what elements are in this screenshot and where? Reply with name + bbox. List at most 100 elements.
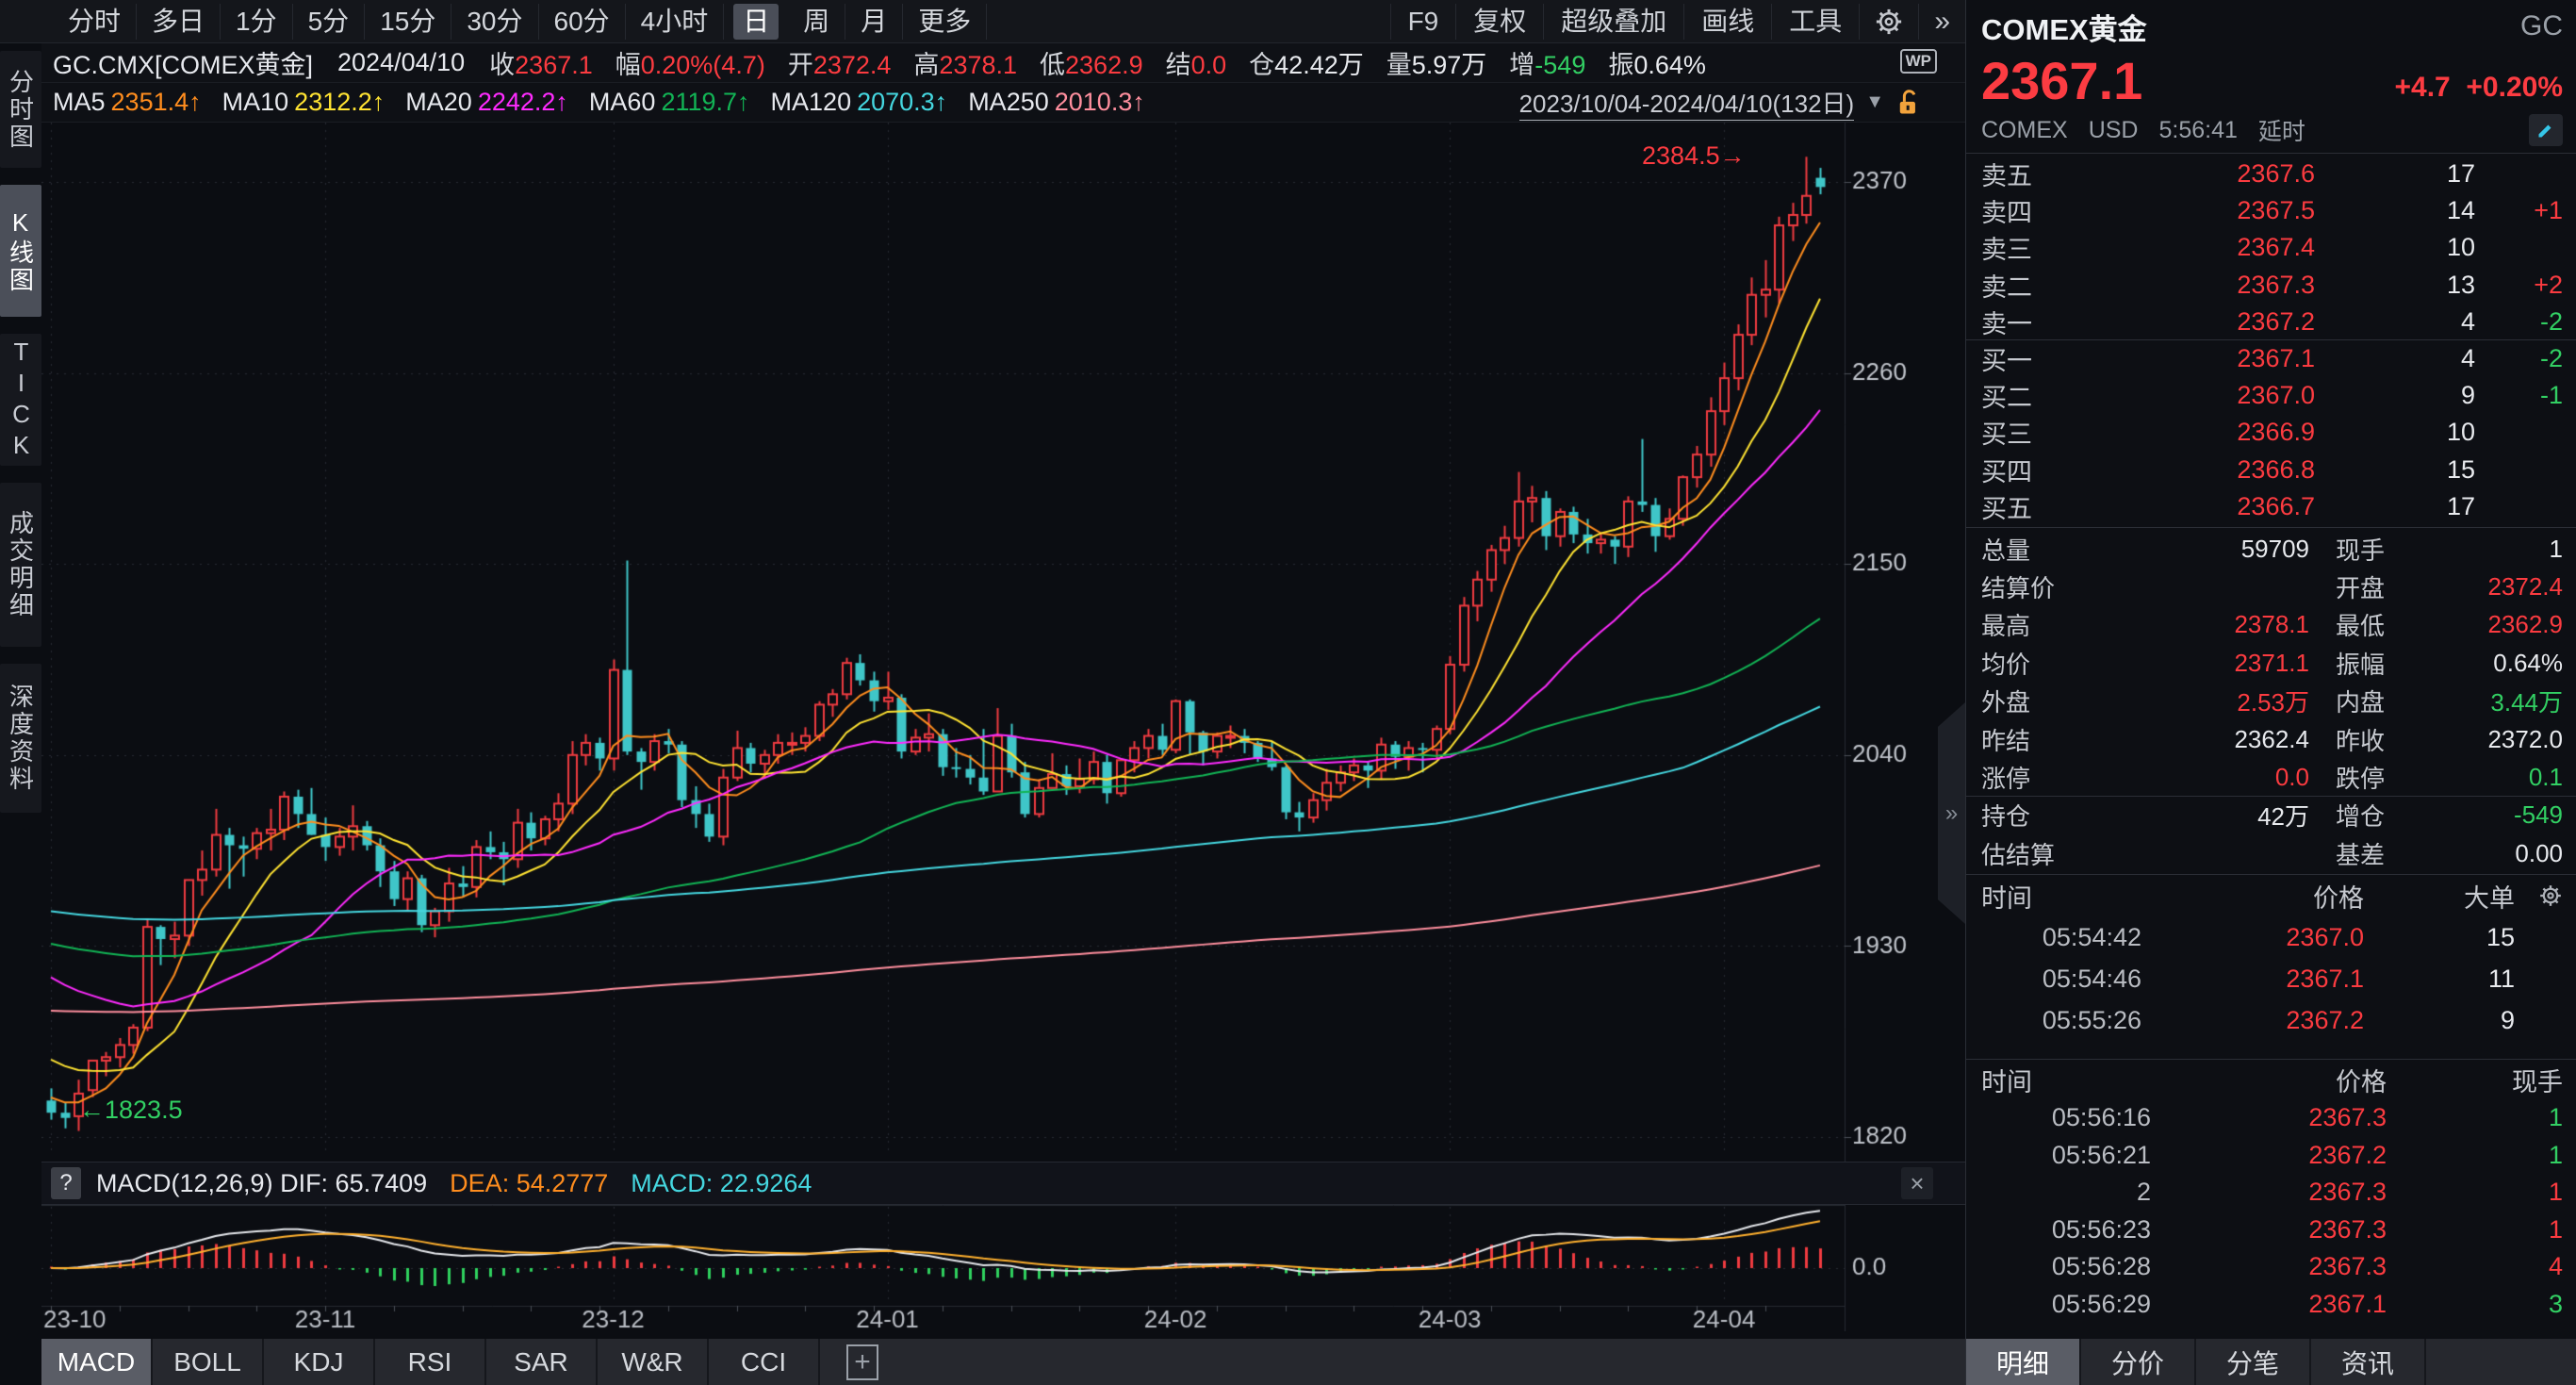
order-book-row-买三: 买三 2366.9 10 xyxy=(1981,418,2475,450)
quote-fields: 收2367.1 幅0.20%(4.7) 开2372.4 高2378.1 低2362.9 结… xyxy=(489,44,1729,81)
sidebar-tab-成交明细[interactable]: 成交明细 xyxy=(0,483,41,647)
sidebar-tab-TICK[interactable]: TICK xyxy=(0,334,41,466)
order-book-row-买五: 买五 2366.7 17 xyxy=(1981,491,2475,523)
trade-detail-row: 05:56:21 2367.2 1 xyxy=(2051,1140,2563,1169)
wp-monitor-icon[interactable]: WP xyxy=(1899,49,1937,74)
trade-detail-rows: 05:56:16 2367.3 1 05:56:21 2367.2 1 2 2367.3 1 05… xyxy=(1966,1099,2576,1323)
period-tab-分时[interactable]: 分时 xyxy=(53,3,138,40)
symbol-label: GC.CMX[COMEX黄金] xyxy=(53,51,314,79)
period-tab-4小时[interactable]: 4小时 xyxy=(626,3,725,40)
period-tab-60分[interactable]: 60分 xyxy=(539,3,626,40)
period-tab-多日[interactable]: 多日 xyxy=(137,3,222,40)
settings-gear-icon[interactable] xyxy=(1859,3,1918,40)
trade-detail-table: 时间 价格 现手 05:56:16 2367.3 1 05:56:21 2367.2 1 2… xyxy=(1966,1059,2576,1339)
trade-detail-row: 05:56:28 2367.3 4 xyxy=(2051,1252,2563,1281)
trade-detail-header: 时间 价格 现手 xyxy=(1981,1067,2563,1096)
toolbar-button-超级叠加[interactable]: 超级叠加 xyxy=(1543,3,1683,40)
period-toolbar: 分时 多日 1分 5分 15分 30分 60分 4小时日周月更多 F9 复权 超级叠加 画线 工具 » xyxy=(0,0,1965,43)
period-tab-30分[interactable]: 30分 xyxy=(451,3,539,40)
chevron-down-icon[interactable]: ▼ xyxy=(1865,91,1884,112)
sidebar-tab-深度资料[interactable]: 深度资料 xyxy=(0,664,41,813)
trade-date: 2024/04/10 xyxy=(337,48,466,76)
ma-value-MA60: MA60 2119.7↑ xyxy=(588,88,750,116)
toolbar-button-工具[interactable]: 工具 xyxy=(1771,3,1859,40)
low-price-annotation: ←1823.5 xyxy=(79,1096,183,1124)
view-sidebar: 分时图 K线图 TICK 成交明细深度资料 xyxy=(0,43,41,1385)
indicator-tab-bar: MACD BOLL KDJ RSI SAR W&R CCI + xyxy=(41,1339,1965,1385)
big-order-row: 05:54:46 2367.1 11 xyxy=(2042,964,2515,993)
date-range-group: 2023/10/04-2024/04/10(132日) ▼ xyxy=(1518,85,1922,121)
period-tab-日[interactable]: 日 xyxy=(733,3,779,40)
stat-row-结算价: 结算价 开盘 2372.4 xyxy=(1981,572,2563,603)
quote-field-低: 低2362.9 xyxy=(1040,51,1143,79)
quote-field-高: 高2378.1 xyxy=(913,51,1018,79)
panel-tab-资讯[interactable]: 资讯 xyxy=(2311,1339,2426,1385)
indicator-tab-KDJ[interactable]: KDJ xyxy=(264,1339,375,1385)
quote-time: 5:56:41 xyxy=(2158,116,2238,143)
indicator-tab-CCI[interactable]: CCI xyxy=(709,1339,820,1385)
period-tab-15分[interactable]: 15分 xyxy=(365,3,452,40)
stat-row-涨停: 涨停 0.0 跌停 0.1 xyxy=(1966,758,2576,797)
close-icon[interactable]: × xyxy=(1901,1167,1933,1199)
ma-value-MA10: MA10 2312.2↑ xyxy=(222,88,386,116)
order-book-row-卖二: 卖二 2367.3 13 +2 xyxy=(1981,270,2563,302)
period-tab-更多[interactable]: 更多 xyxy=(903,3,988,40)
ma-value-list: MA5 2351.4↑ MA10 2312.2↑ MA20 2242.2↑ MA60 2119… xyxy=(53,88,1166,117)
indicator-tab-RSI[interactable]: RSI xyxy=(375,1339,486,1385)
period-tab-月[interactable]: 月 xyxy=(845,3,904,40)
help-icon[interactable]: ? xyxy=(51,1167,81,1199)
date-range-link[interactable]: 2023/10/04-2024/04/10(132日) xyxy=(1518,85,1855,121)
order-book: 卖五 2367.6 17 卖四 2367.5 14 +1 卖三 2367.4 10 卖二 2367.3… xyxy=(1966,153,2576,527)
indicator-tab-MACD[interactable]: MACD xyxy=(41,1339,153,1385)
quote-field-仓: 仓42.42万 xyxy=(1249,51,1364,79)
panel-tab-明细[interactable]: 明细 xyxy=(1966,1339,2081,1385)
add-indicator-button[interactable]: + xyxy=(846,1344,878,1380)
panel-collapse-handle[interactable]: » xyxy=(1938,702,1965,924)
edit-pencil-icon[interactable] xyxy=(2529,114,2563,146)
macd-macd-value: MACD: 22.9264 xyxy=(631,1168,812,1197)
big-order-row: 05:54:42 2367.0 15 xyxy=(2042,922,2515,951)
toolbar-button-list: F9 复权 超级叠加 画线 工具 xyxy=(1389,3,1860,40)
sidebar-tab-K线图[interactable]: K线图 xyxy=(0,185,41,317)
ma-value-MA120: MA120 2070.3↑ xyxy=(770,88,948,116)
quote-field-量: 量5.97万 xyxy=(1386,51,1487,79)
quote-field-结: 结0.0 xyxy=(1165,51,1227,79)
unlock-icon[interactable] xyxy=(1895,89,1922,117)
trade-detail-row: 2 2367.3 1 xyxy=(2136,1178,2563,1207)
toolbar-button-F9[interactable]: F9 xyxy=(1389,3,1456,40)
order-book-row-卖一: 卖一 2367.2 4 -2 xyxy=(1966,304,2576,340)
stat-row-总量: 总量 59709 现手 1 xyxy=(1981,534,2563,565)
toolbar-button-画线[interactable]: 画线 xyxy=(1683,3,1771,40)
panel-tab-bar: 明细 分价 分笔 资讯 xyxy=(1966,1339,2576,1385)
ma-value-MA5: MA5 2351.4↑ xyxy=(53,88,202,116)
stat-row-昨结: 昨结 2362.4 昨收 2372.0 xyxy=(1981,724,2563,755)
macd-dea-value: DEA: 54.2777 xyxy=(450,1168,609,1197)
stat-row-最高: 最高 2378.1 最低 2362.9 xyxy=(1981,610,2563,641)
sidebar-tab-分时图[interactable]: 分时图 xyxy=(0,51,41,168)
indicator-tab-W&R[interactable]: W&R xyxy=(598,1339,709,1385)
order-book-row-卖三: 卖三 2367.4 10 xyxy=(1981,233,2475,265)
order-book-row-买二: 买二 2367.0 9 -1 xyxy=(1981,381,2563,413)
indicator-tab-BOLL[interactable]: BOLL xyxy=(153,1339,264,1385)
panel-tab-分笔[interactable]: 分笔 xyxy=(2196,1339,2311,1385)
period-tab-5分[interactable]: 5分 xyxy=(293,3,366,40)
ma-value-MA250: MA250 2010.3↑ xyxy=(968,88,1145,116)
stat-row-持仓: 持仓 42万 增仓 -549 xyxy=(1981,800,2563,832)
instrument-code: GC xyxy=(2520,10,2563,41)
quote-info-bar: GC.CMX[COMEX黄金] 2024/04/10 收2367.1 幅0.20%… xyxy=(41,43,1965,83)
exchange-label: COMEX xyxy=(1981,116,2068,143)
stat-row-外盘: 外盘 2.53万 内盘 3.44万 xyxy=(1981,688,2563,717)
quote-field-增: 增-549 xyxy=(1509,51,1586,79)
stat-row-估结算: 估结算 基差 0.00 xyxy=(1981,838,2563,869)
order-book-row-买一: 买一 2367.1 4 -2 xyxy=(1981,344,2563,376)
table-gear-icon[interactable] xyxy=(2515,883,2563,908)
delay-badge: 延时 xyxy=(2257,119,2305,145)
panel-tab-分价[interactable]: 分价 xyxy=(2081,1339,2196,1385)
period-tab-周[interactable]: 周 xyxy=(788,3,846,40)
candlestick-chart-canvas[interactable] xyxy=(41,123,1965,1331)
toolbar-button-复权[interactable]: 复权 xyxy=(1455,3,1543,40)
toolbar-expand-chevrons[interactable]: » xyxy=(1918,3,1965,40)
indicator-tab-SAR[interactable]: SAR xyxy=(486,1339,598,1385)
period-tab-1分[interactable]: 1分 xyxy=(221,3,293,40)
quote-panel: COMEX黄金 GC 2367.1 +4.7 +0.20% COMEX USD … xyxy=(1965,0,2576,1385)
